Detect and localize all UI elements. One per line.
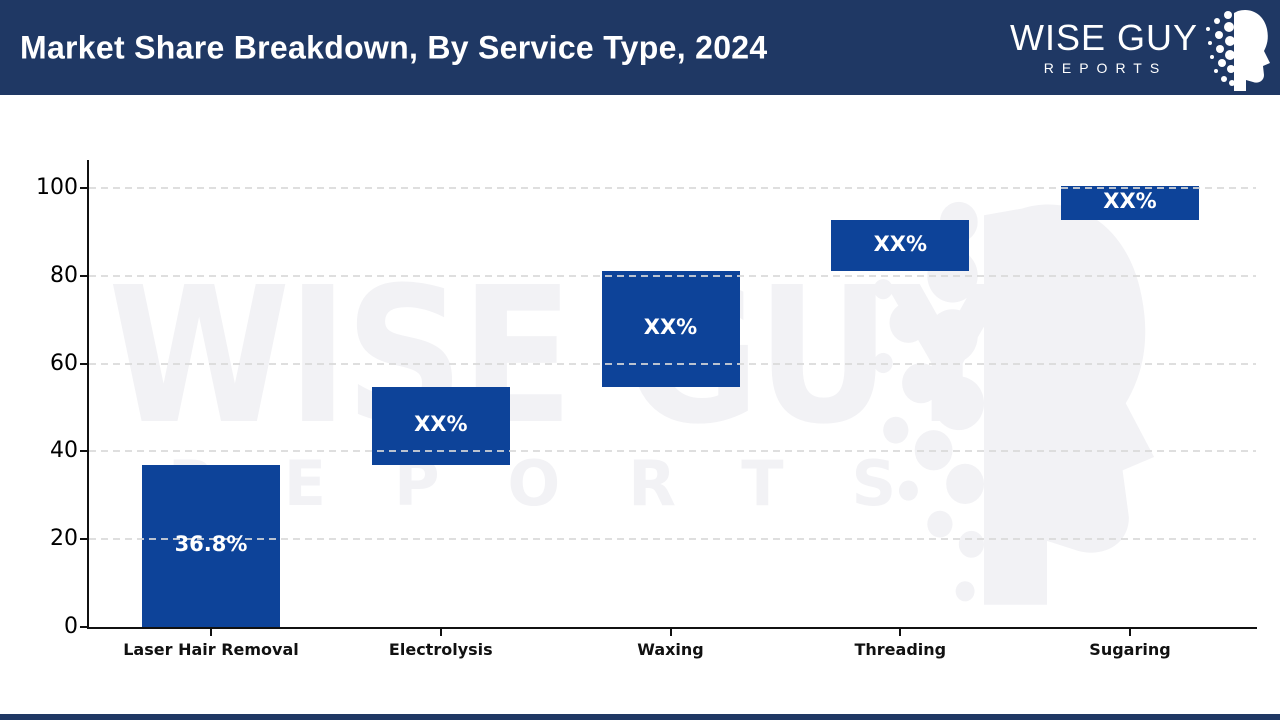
footer-bar bbox=[0, 714, 1280, 720]
y-tick-label-100: 100 bbox=[36, 174, 78, 200]
y-tick-label-0: 0 bbox=[64, 614, 78, 639]
y-tick-mark bbox=[80, 626, 88, 628]
bar-label-threading: XX% bbox=[873, 231, 928, 256]
gridline bbox=[89, 274, 1256, 277]
gridline bbox=[89, 450, 1256, 453]
y-tick-mark bbox=[80, 362, 88, 365]
bar-laser-hair-removal bbox=[142, 465, 280, 627]
x-tick-mark bbox=[1129, 629, 1131, 636]
x-tick-mark bbox=[210, 629, 212, 636]
x-category-label-laser-hair-removal: Laser Hair Removal bbox=[123, 640, 299, 659]
bar-label-waxing: XX% bbox=[643, 315, 698, 339]
chart-area: WISE GUY REPORTS 0 20 40 60 80 100 36.8% Laser … bbox=[0, 95, 1280, 714]
x-category-label-waxing: Waxing bbox=[637, 640, 704, 659]
y-tick-label-20: 20 bbox=[50, 526, 78, 552]
logo-subtext: REPORTS bbox=[1043, 59, 1168, 76]
header: Market Share Breakdown, By Service Type,… bbox=[0, 0, 1280, 95]
gridline bbox=[89, 186, 1256, 189]
logo-wordmark: WISE GUY bbox=[1009, 16, 1198, 58]
logo-head-icon bbox=[1206, 9, 1270, 91]
y-tick-mark bbox=[80, 274, 88, 277]
y-tick-label-40: 40 bbox=[50, 438, 78, 464]
gridline bbox=[89, 362, 1256, 365]
page-title: Market Share Breakdown, By Service Type,… bbox=[20, 29, 768, 65]
x-tick-mark bbox=[439, 629, 442, 636]
bar-label-sugaring: XX% bbox=[1103, 189, 1157, 214]
bar-label-electrolysis: XX% bbox=[414, 412, 468, 437]
bar-waxing bbox=[601, 271, 740, 387]
x-tick-mark bbox=[899, 629, 902, 636]
bar-label-laser-hair-removal: 36.8% bbox=[174, 532, 248, 557]
x-category-label-sugaring: Sugaring bbox=[1089, 640, 1171, 659]
x-axis-line bbox=[87, 627, 1257, 629]
y-tick-mark bbox=[80, 538, 88, 541]
y-tick-mark bbox=[80, 186, 88, 189]
y-tick-mark bbox=[80, 450, 88, 453]
x-tick-mark bbox=[669, 629, 672, 636]
x-category-label-threading: Threading bbox=[854, 640, 947, 659]
logo-text: WISE GUY REPORTS bbox=[1009, 16, 1198, 76]
gridline bbox=[89, 538, 1256, 541]
y-tick-label-80: 80 bbox=[50, 262, 78, 288]
y-tick-label-60: 60 bbox=[50, 350, 78, 376]
x-category-label-electrolysis: Electrolysis bbox=[388, 640, 493, 659]
y-axis-line bbox=[87, 160, 89, 629]
wiseguy-logo: WISE GUY REPORTS bbox=[1010, 0, 1274, 95]
